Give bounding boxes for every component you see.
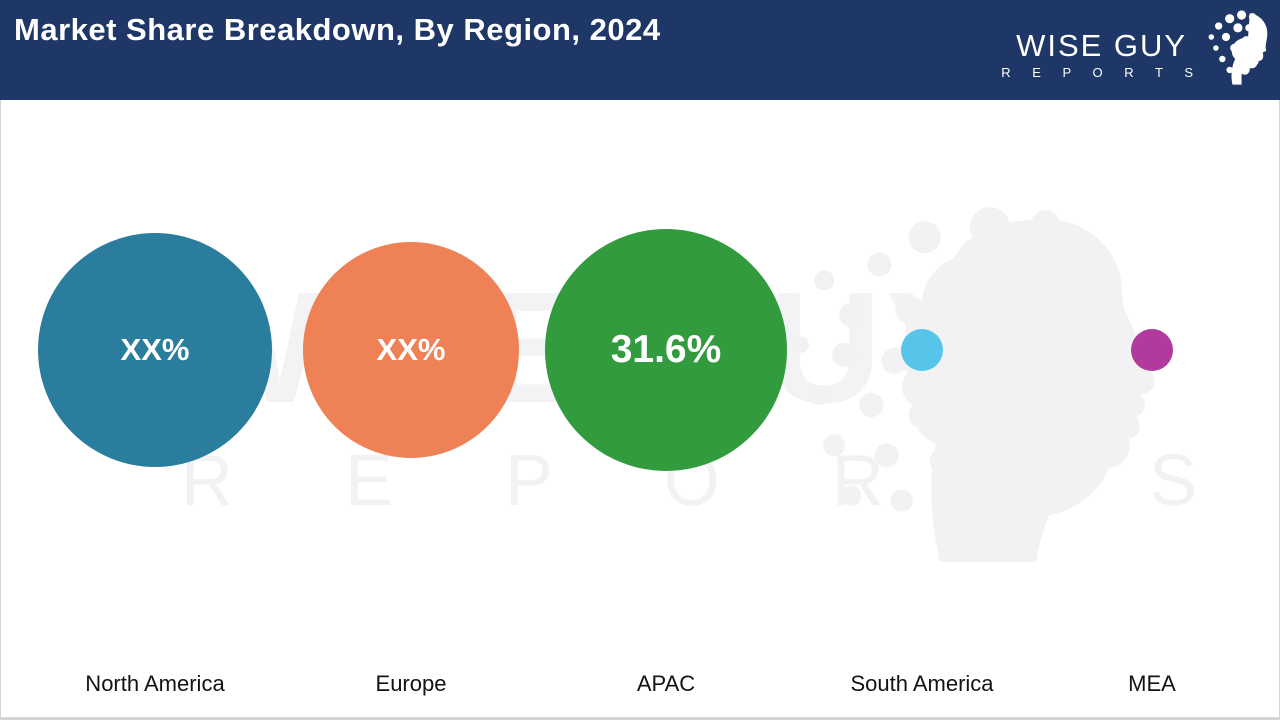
bubble-north-america[interactable]: XX% — [38, 233, 272, 467]
bubble-mea[interactable] — [1131, 329, 1173, 371]
category-label-europe: Europe — [375, 671, 447, 696]
wise-guy-logo: WISE GUY R E P O R T S — [1001, 0, 1280, 88]
bubble-apac-value: 31.6% — [610, 328, 722, 371]
header-bar: Market Share Breakdown, By Region, 2024 … — [0, 0, 1280, 100]
category-label-apac: APAC — [636, 671, 696, 696]
logo-wordmark: WISE GUY R E P O R T S — [1001, 27, 1202, 81]
bubble-europe-value: XX% — [376, 332, 446, 367]
bubble-north-america-value: XX% — [120, 332, 190, 367]
bubble-south-america[interactable] — [901, 329, 943, 371]
category-label-north-america: North America — [85, 671, 225, 696]
bubble-europe[interactable]: XX% — [303, 242, 519, 458]
category-label-south-america: South America — [850, 671, 994, 696]
logo-line-1: WISE GUY — [1016, 27, 1188, 63]
chart-area: WISE GUY R E P O R T S XX% XX% 31.6% Nor… — [0, 100, 1280, 720]
logo-head-icon — [1208, 10, 1268, 85]
bubble-apac[interactable]: 31.6% — [545, 229, 787, 471]
category-label-mea: MEA — [1128, 671, 1176, 696]
logo-line-2: R E P O R T S — [1001, 65, 1202, 81]
page-title: Market Share Breakdown, By Region, 2024 — [14, 12, 661, 47]
watermark-head-graphic — [793, 207, 1155, 562]
